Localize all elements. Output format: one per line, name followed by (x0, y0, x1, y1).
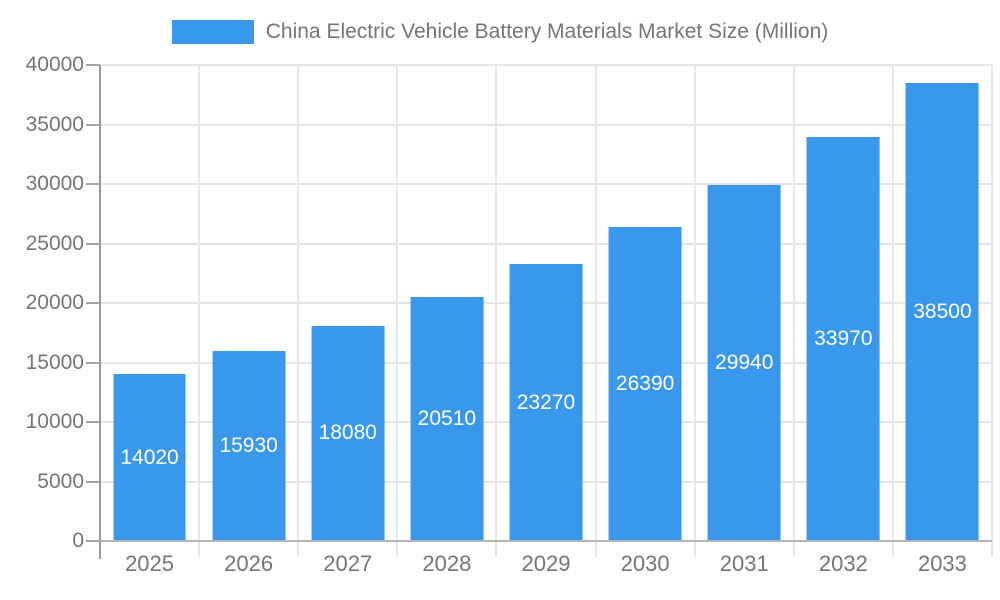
bar-2031: 29940 (707, 184, 781, 541)
bar-2028: 20510 (410, 296, 484, 541)
gridline-vertical (693, 65, 696, 557)
bar-value-label: 20510 (417, 406, 477, 430)
bar-value-label: 33970 (814, 326, 873, 350)
y-tick-mark (86, 540, 100, 542)
legend: China Electric Vehicle Battery Materials… (0, 20, 1000, 44)
gridline-vertical (297, 65, 300, 557)
bar-value-label: 15930 (219, 434, 278, 458)
gridline-vertical (991, 65, 993, 557)
x-axis-label: 2031 (719, 551, 769, 576)
x-axis-label: 2033 (917, 551, 967, 576)
y-tick-mark (86, 361, 100, 364)
legend-swatch (171, 20, 254, 44)
gridline-vertical (396, 65, 399, 557)
bar-value-label: 18080 (318, 421, 377, 445)
y-tick-mark (86, 421, 100, 423)
bar-2027: 18080 (311, 325, 385, 541)
y-axis-line (99, 65, 101, 559)
chart-title: China Electric Vehicle Battery Materials… (265, 20, 829, 43)
bar-2033: 38500 (906, 82, 979, 541)
x-axis-label: 2030 (620, 551, 670, 576)
y-tick-mark (86, 242, 100, 245)
gridline-vertical (594, 65, 597, 557)
x-axis-label: 2025 (125, 551, 175, 576)
bar-value-label: 26390 (615, 371, 675, 395)
y-tick-mark (86, 123, 100, 126)
bar-2025: 14020 (113, 374, 186, 541)
y-axis-label: 30000 (25, 172, 84, 195)
gridline-horizontal (100, 64, 992, 66)
y-axis-label: 5000 (37, 469, 84, 493)
gridline-horizontal (100, 242, 992, 245)
gridline-horizontal (100, 123, 992, 126)
y-tick-mark (86, 302, 100, 304)
y-axis-label: 40000 (25, 53, 84, 76)
y-axis-label: 10000 (25, 410, 84, 433)
x-axis-line (100, 540, 992, 542)
y-axis-label: 0 (72, 529, 84, 552)
y-axis-label: 20000 (25, 291, 84, 314)
bar-value-label: 29940 (715, 350, 774, 374)
y-tick-mark (86, 64, 100, 66)
gridline-vertical (495, 65, 498, 557)
x-axis-label: 2032 (818, 551, 868, 576)
y-axis-label: 15000 (25, 350, 84, 374)
x-axis-label: 2027 (323, 551, 373, 576)
bar-2032: 33970 (806, 136, 880, 541)
bar-value-label: 14020 (120, 445, 179, 469)
x-axis-label: 2028 (422, 551, 472, 576)
y-axis-label: 25000 (25, 231, 84, 255)
x-axis-label: 2029 (521, 551, 571, 576)
gridline-vertical (891, 65, 894, 557)
gridline-vertical (792, 65, 795, 557)
y-tick-mark (86, 480, 100, 483)
plot-area: 14020 15930 18080 20510 23270 26390 29940 33970… (86, 64, 993, 559)
bar-value-label: 38500 (913, 299, 972, 323)
y-axis-label: 35000 (25, 112, 84, 136)
y-tick-mark (86, 183, 100, 185)
bar-2029: 23270 (509, 264, 583, 541)
bar-value-label: 23270 (516, 390, 576, 414)
gridline-horizontal (100, 183, 992, 185)
x-axis-label: 2026 (224, 551, 274, 576)
bar-2026: 15930 (212, 351, 286, 541)
bar-2030: 26390 (608, 226, 682, 541)
gridline-vertical (198, 65, 201, 557)
